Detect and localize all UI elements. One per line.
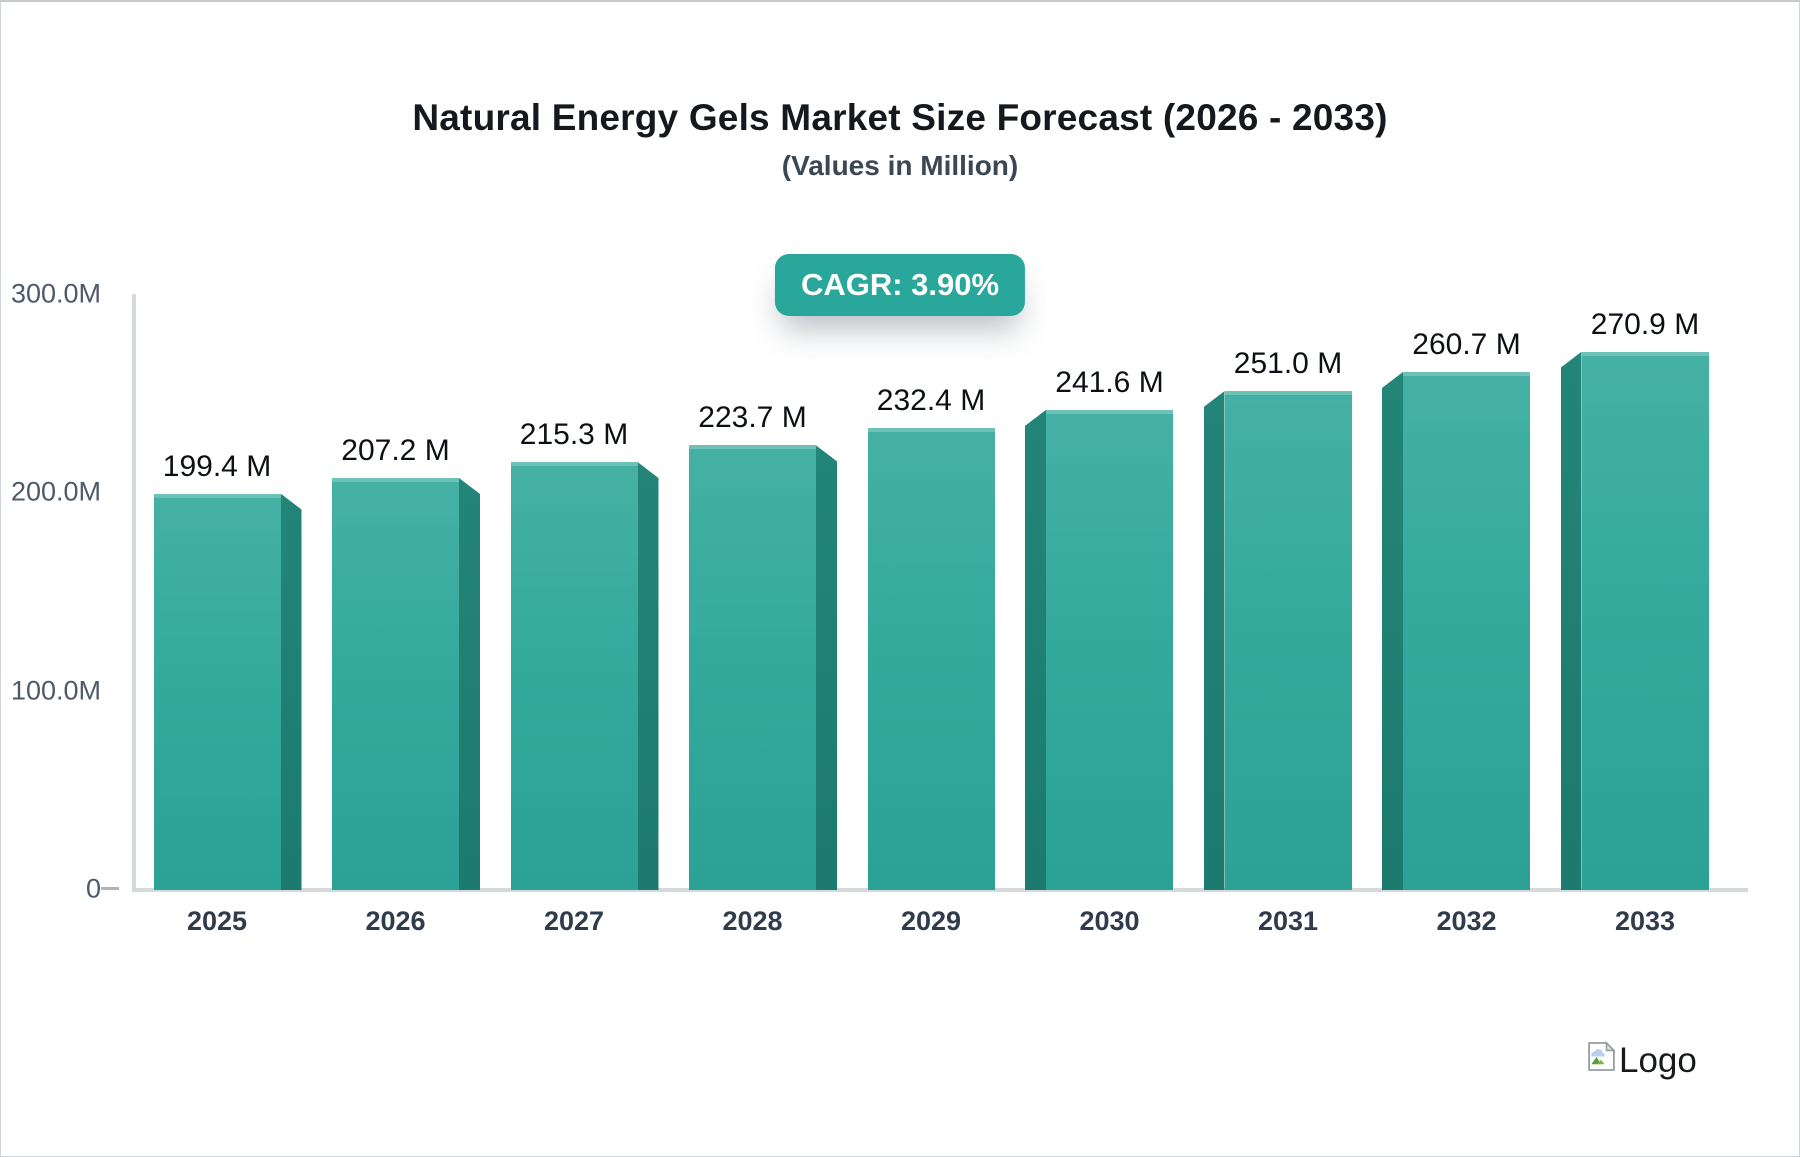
x-tick-label-2027: 2027 [543,906,605,936]
bar-value-label-2030: 241.6 M [1055,365,1164,399]
bar-side-2032 [1382,371,1403,890]
x-tick-label-2031: 2031 [1257,906,1319,936]
y-tick-label-0: 0 [85,873,101,904]
x-tick-label-2033: 2033 [1614,906,1676,936]
cagr-badge: CAGR: 3.90% [774,254,1026,316]
bar-value-label-2028: 223.7 M [698,401,807,435]
x-tick-label-2026: 2026 [365,906,426,936]
y-tick-label-100.0M: 100.0M [10,675,101,706]
logo-text: Logo [1619,1041,1697,1080]
y-tick-label-200.0M: 200.0M [10,476,101,507]
x-tick-label-2030: 2030 [1079,906,1140,936]
broken-image-icon [1588,1041,1616,1071]
x-tick-label-2032: 2032 [1436,906,1497,936]
bar-value-label-2032: 260.7 M [1412,327,1521,361]
chart-subtitle: (Values in Million) [781,150,1019,181]
bar-side-2025 [280,493,302,890]
y-axis-line [132,294,136,890]
bar-2029[interactable] [867,428,995,890]
x-tick-label-2029: 2029 [900,906,962,936]
bar-2025[interactable] [153,493,281,890]
bar-side-2030 [1025,409,1046,890]
x-axis-baseline [132,888,1748,892]
logo[interactable]: Logo [1585,1040,1697,1084]
bar-2028[interactable] [689,445,816,890]
bar-side-2031 [1203,391,1225,890]
bar-value-label-2025: 199.4 M [162,449,272,483]
bar-2026[interactable] [332,478,459,890]
bar-2033[interactable] [1581,351,1709,890]
bar-side-2027 [637,461,659,890]
x-tick-label-2025: 2025 [186,906,248,936]
bar-value-label-2033: 270.9 M [1590,307,1700,341]
bar-side-2033 [1560,351,1582,890]
y-tick-label-300.0M: 300.0M [10,278,101,309]
page-title: Natural Energy Gels Market Size Forecast… [412,97,1388,138]
bar-2027[interactable] [510,461,638,890]
bar-2032[interactable] [1403,371,1530,890]
bar-value-label-2027: 215.3 M [519,417,629,451]
bar-value-label-2031: 251.0 M [1233,347,1343,381]
y-tick-dash [101,887,119,890]
bar-side-2026 [459,478,480,890]
bar-2030[interactable] [1046,409,1173,890]
bar-value-label-2029: 232.4 M [876,384,986,418]
x-tick-label-2028: 2028 [722,906,783,936]
bar-side-2028 [816,445,837,890]
bar-value-label-2026: 207.2 M [341,434,450,468]
bar-2031[interactable] [1224,391,1352,890]
